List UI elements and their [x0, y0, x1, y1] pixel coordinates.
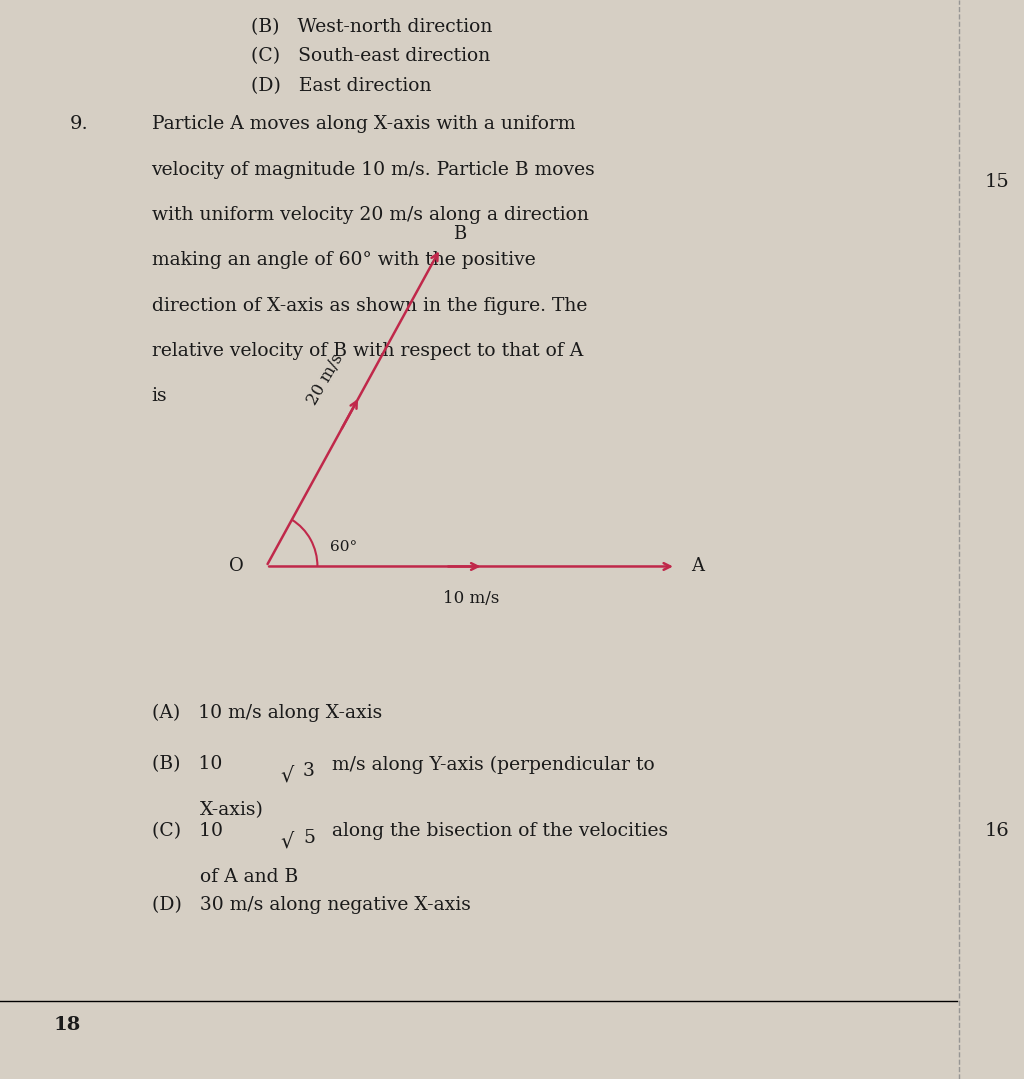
Text: (D)   30 m/s along negative X-axis: (D) 30 m/s along negative X-axis	[152, 896, 470, 914]
Text: m/s along Y-axis (perpendicular to: m/s along Y-axis (perpendicular to	[326, 755, 654, 774]
Text: 60°: 60°	[330, 540, 357, 554]
Text: along the bisection of the velocities: along the bisection of the velocities	[326, 822, 668, 841]
Text: (B)   10: (B) 10	[152, 755, 222, 774]
Text: B: B	[453, 226, 466, 244]
Text: 3: 3	[303, 762, 315, 780]
Text: Particle A moves along X-axis with a uniform: Particle A moves along X-axis with a uni…	[152, 115, 575, 134]
Text: (A)   10 m/s along X-axis: (A) 10 m/s along X-axis	[152, 704, 382, 722]
Text: (D)   East direction: (D) East direction	[251, 77, 431, 95]
Text: X-axis): X-axis)	[200, 801, 263, 819]
Text: 5: 5	[303, 829, 315, 847]
Text: √: √	[281, 766, 294, 786]
Text: (C)   10: (C) 10	[152, 822, 222, 841]
Text: (B)   West-north direction: (B) West-north direction	[251, 18, 493, 37]
Text: with uniform velocity 20 m/s along a direction: with uniform velocity 20 m/s along a dir…	[152, 206, 589, 224]
Text: of A and B: of A and B	[200, 868, 298, 886]
Text: direction of X-axis as shown in the figure. The: direction of X-axis as shown in the figu…	[152, 297, 587, 315]
Text: is: is	[152, 387, 167, 406]
Text: making an angle of 60° with the positive: making an angle of 60° with the positive	[152, 251, 536, 270]
Text: 15: 15	[985, 173, 1010, 191]
Text: 10 m/s: 10 m/s	[442, 590, 500, 607]
Text: 9.: 9.	[70, 115, 88, 134]
Text: 18: 18	[53, 1016, 81, 1035]
Text: √: √	[281, 833, 294, 852]
Text: A: A	[691, 558, 705, 575]
Text: relative velocity of B with respect to that of A: relative velocity of B with respect to t…	[152, 342, 583, 360]
Text: 20 m/s: 20 m/s	[304, 351, 347, 408]
Text: 16: 16	[985, 822, 1010, 841]
Text: velocity of magnitude 10 m/s. Particle B moves: velocity of magnitude 10 m/s. Particle B…	[152, 161, 595, 179]
Text: (C)   South-east direction: (C) South-east direction	[251, 47, 490, 66]
Text: O: O	[229, 558, 244, 575]
